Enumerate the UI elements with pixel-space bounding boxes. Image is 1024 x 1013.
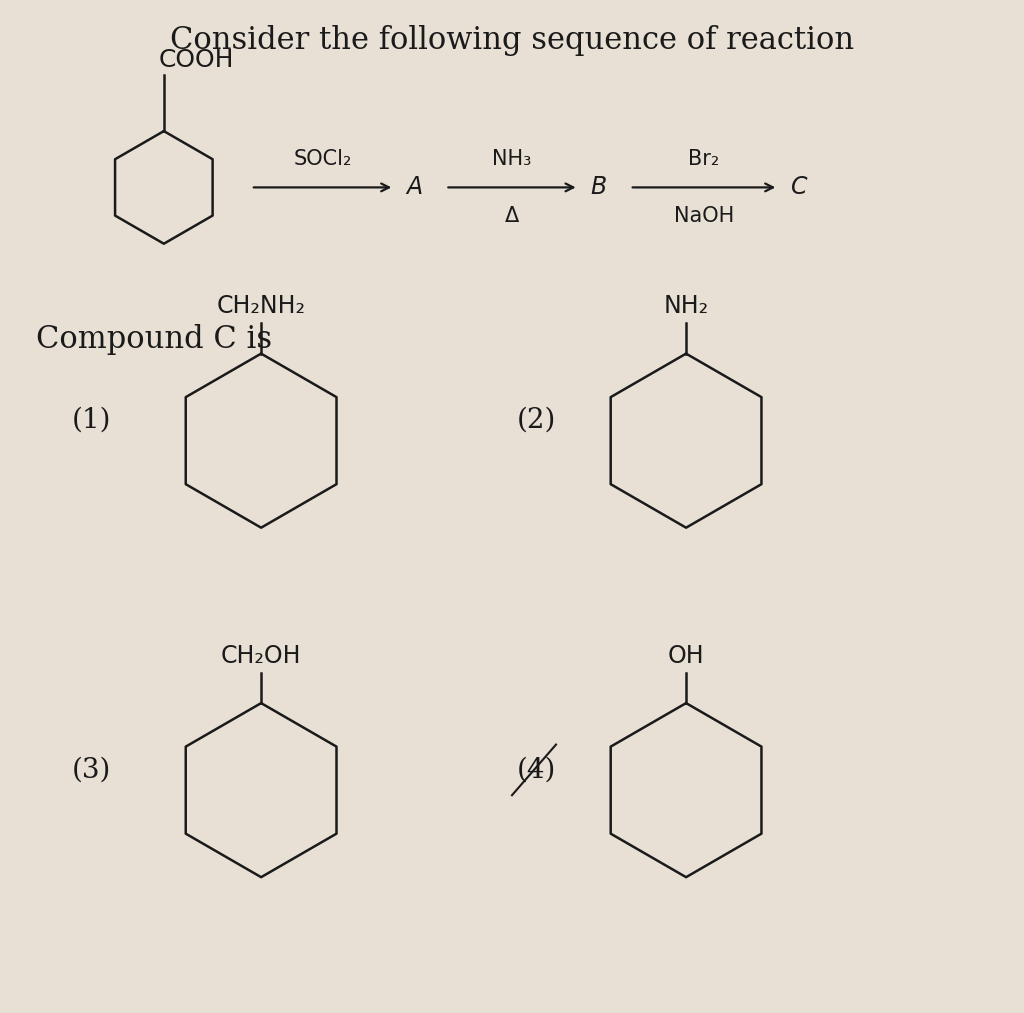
Text: NH₂: NH₂ (664, 294, 709, 318)
Text: Δ: Δ (505, 206, 519, 226)
Text: Consider the following sequence of reaction: Consider the following sequence of react… (170, 25, 854, 57)
Text: B: B (591, 175, 607, 200)
Text: C: C (791, 175, 807, 200)
Text: (2): (2) (517, 407, 556, 434)
Text: CH₂OH: CH₂OH (221, 643, 301, 668)
Text: (4): (4) (517, 757, 556, 783)
Text: CH₂NH₂: CH₂NH₂ (217, 294, 305, 318)
Text: SOCl₂: SOCl₂ (293, 149, 352, 169)
Text: OH: OH (668, 643, 705, 668)
Text: NaOH: NaOH (674, 206, 734, 226)
Text: (1): (1) (72, 407, 112, 434)
Text: (3): (3) (72, 757, 111, 783)
Text: Compound C is: Compound C is (36, 324, 272, 356)
Text: A: A (407, 175, 423, 200)
Text: COOH: COOH (159, 49, 234, 72)
Text: NH₃: NH₃ (493, 149, 531, 169)
Text: Br₂: Br₂ (688, 149, 720, 169)
